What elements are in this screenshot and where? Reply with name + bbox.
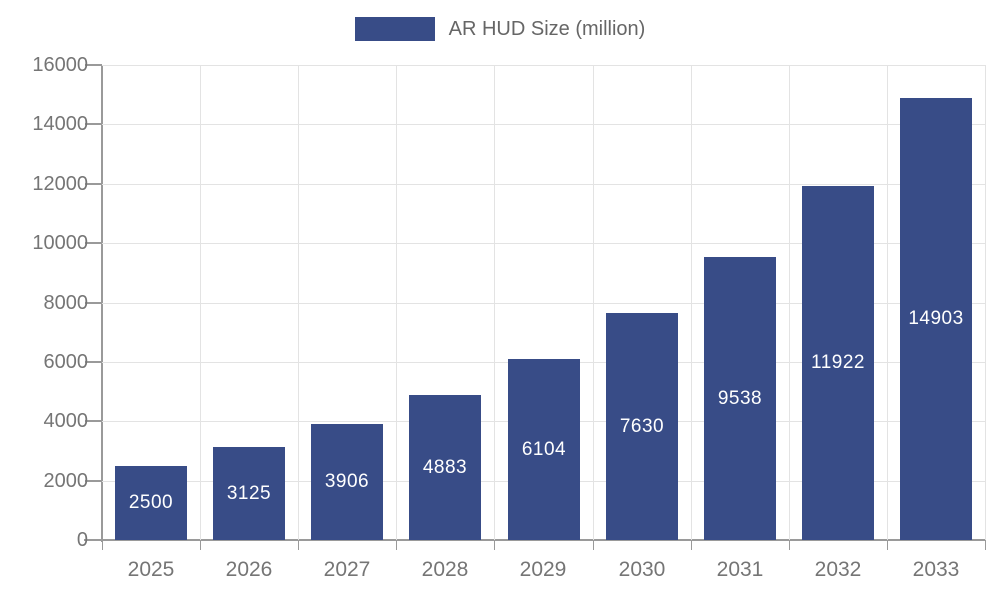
bar-2026[interactable]: 3125 — [213, 447, 285, 540]
horizontal-gridline — [102, 243, 985, 245]
y-axis-tick-label: 16000 — [32, 54, 88, 76]
x-axis-tick — [985, 541, 986, 550]
x-axis-tick-label: 2032 — [814, 558, 862, 581]
vertical-gridline — [593, 65, 594, 540]
x-axis-tick — [494, 541, 495, 550]
bar-2029[interactable]: 6104 — [508, 359, 580, 540]
x-axis-tick — [691, 541, 692, 550]
x-axis-tick — [396, 541, 397, 550]
y-axis-tick — [85, 242, 102, 245]
bar-2033[interactable]: 14903 — [900, 98, 972, 540]
x-axis-tick-label: 2033 — [912, 558, 960, 581]
y-axis-tick — [85, 479, 102, 482]
y-axis-tick — [85, 182, 102, 185]
x-axis-tick-label: 2026 — [225, 558, 273, 581]
legend-swatch — [354, 17, 435, 41]
x-axis-tick-label: 2030 — [618, 558, 666, 581]
y-axis-tick-label: 6000 — [43, 350, 89, 373]
bar-2028[interactable]: 4883 — [409, 395, 481, 540]
x-axis-tick-label: 2025 — [127, 558, 175, 581]
y-axis-tick — [85, 123, 102, 126]
bar-value-label: 9538 — [717, 387, 763, 409]
legend-label: AR HUD Size (million) — [448, 17, 646, 40]
y-axis-line — [101, 65, 103, 542]
y-axis-tick — [85, 539, 102, 541]
y-axis-tick-label: 8000 — [43, 291, 89, 314]
bar-2030[interactable]: 7630 — [606, 313, 678, 540]
bar-value-label: 4883 — [422, 456, 468, 478]
y-axis-tick — [85, 64, 102, 66]
y-axis-tick-label: 4000 — [43, 410, 89, 433]
x-axis-tick — [200, 541, 201, 550]
bar-value-label: 3906 — [324, 471, 370, 492]
bar-2027[interactable]: 3906 — [311, 424, 383, 540]
y-axis-tick — [85, 420, 102, 423]
x-axis-tick-label: 2031 — [716, 558, 764, 581]
bar-value-label: 14903 — [908, 308, 964, 329]
bar-2032[interactable]: 11922 — [802, 186, 874, 540]
vertical-gridline — [200, 65, 201, 540]
x-axis-tick — [298, 541, 299, 550]
bar-value-label: 6104 — [521, 438, 567, 460]
vertical-gridline — [887, 65, 888, 540]
horizontal-gridline — [102, 65, 985, 66]
y-axis-tick-label: 10000 — [32, 232, 88, 255]
x-axis-tick-label: 2027 — [323, 558, 371, 581]
vertical-gridline — [298, 65, 299, 540]
y-axis-tick-label: 0 — [76, 529, 88, 551]
y-axis-tick-label: 2000 — [43, 469, 89, 492]
vertical-gridline — [494, 65, 495, 540]
bar-value-label: 7630 — [619, 415, 665, 437]
x-axis-tick — [887, 541, 888, 550]
horizontal-gridline — [102, 302, 985, 304]
horizontal-gridline — [102, 183, 985, 185]
y-axis-tick-label: 14000 — [32, 113, 88, 136]
x-axis-tick-label: 2029 — [519, 558, 567, 581]
bar-2025[interactable]: 2500 — [115, 466, 187, 540]
x-axis-tick — [593, 541, 594, 550]
vertical-gridline — [691, 65, 692, 540]
x-axis-tick — [102, 541, 103, 550]
vertical-gridline — [789, 65, 790, 540]
y-axis-tick — [85, 360, 102, 363]
legend-item[interactable]: AR HUD Size (million) — [0, 17, 1000, 41]
x-axis-tick-label: 2028 — [421, 558, 469, 581]
bar-value-label: 11922 — [811, 352, 865, 373]
x-axis-tick — [789, 541, 790, 550]
bar-2031[interactable]: 9538 — [704, 257, 776, 540]
plot-area: 2500 3125 3906 4883 6104 7630 9538 11922 14903 — [102, 65, 986, 540]
vertical-gridline — [985, 65, 986, 540]
x-axis-line — [84, 539, 986, 541]
vertical-gridline — [396, 65, 397, 540]
bar-value-label: 2500 — [128, 492, 174, 513]
y-axis-tick-label: 12000 — [32, 172, 88, 195]
bar-value-label: 3125 — [226, 482, 272, 504]
horizontal-gridline — [102, 124, 985, 126]
y-axis-tick — [85, 301, 102, 304]
